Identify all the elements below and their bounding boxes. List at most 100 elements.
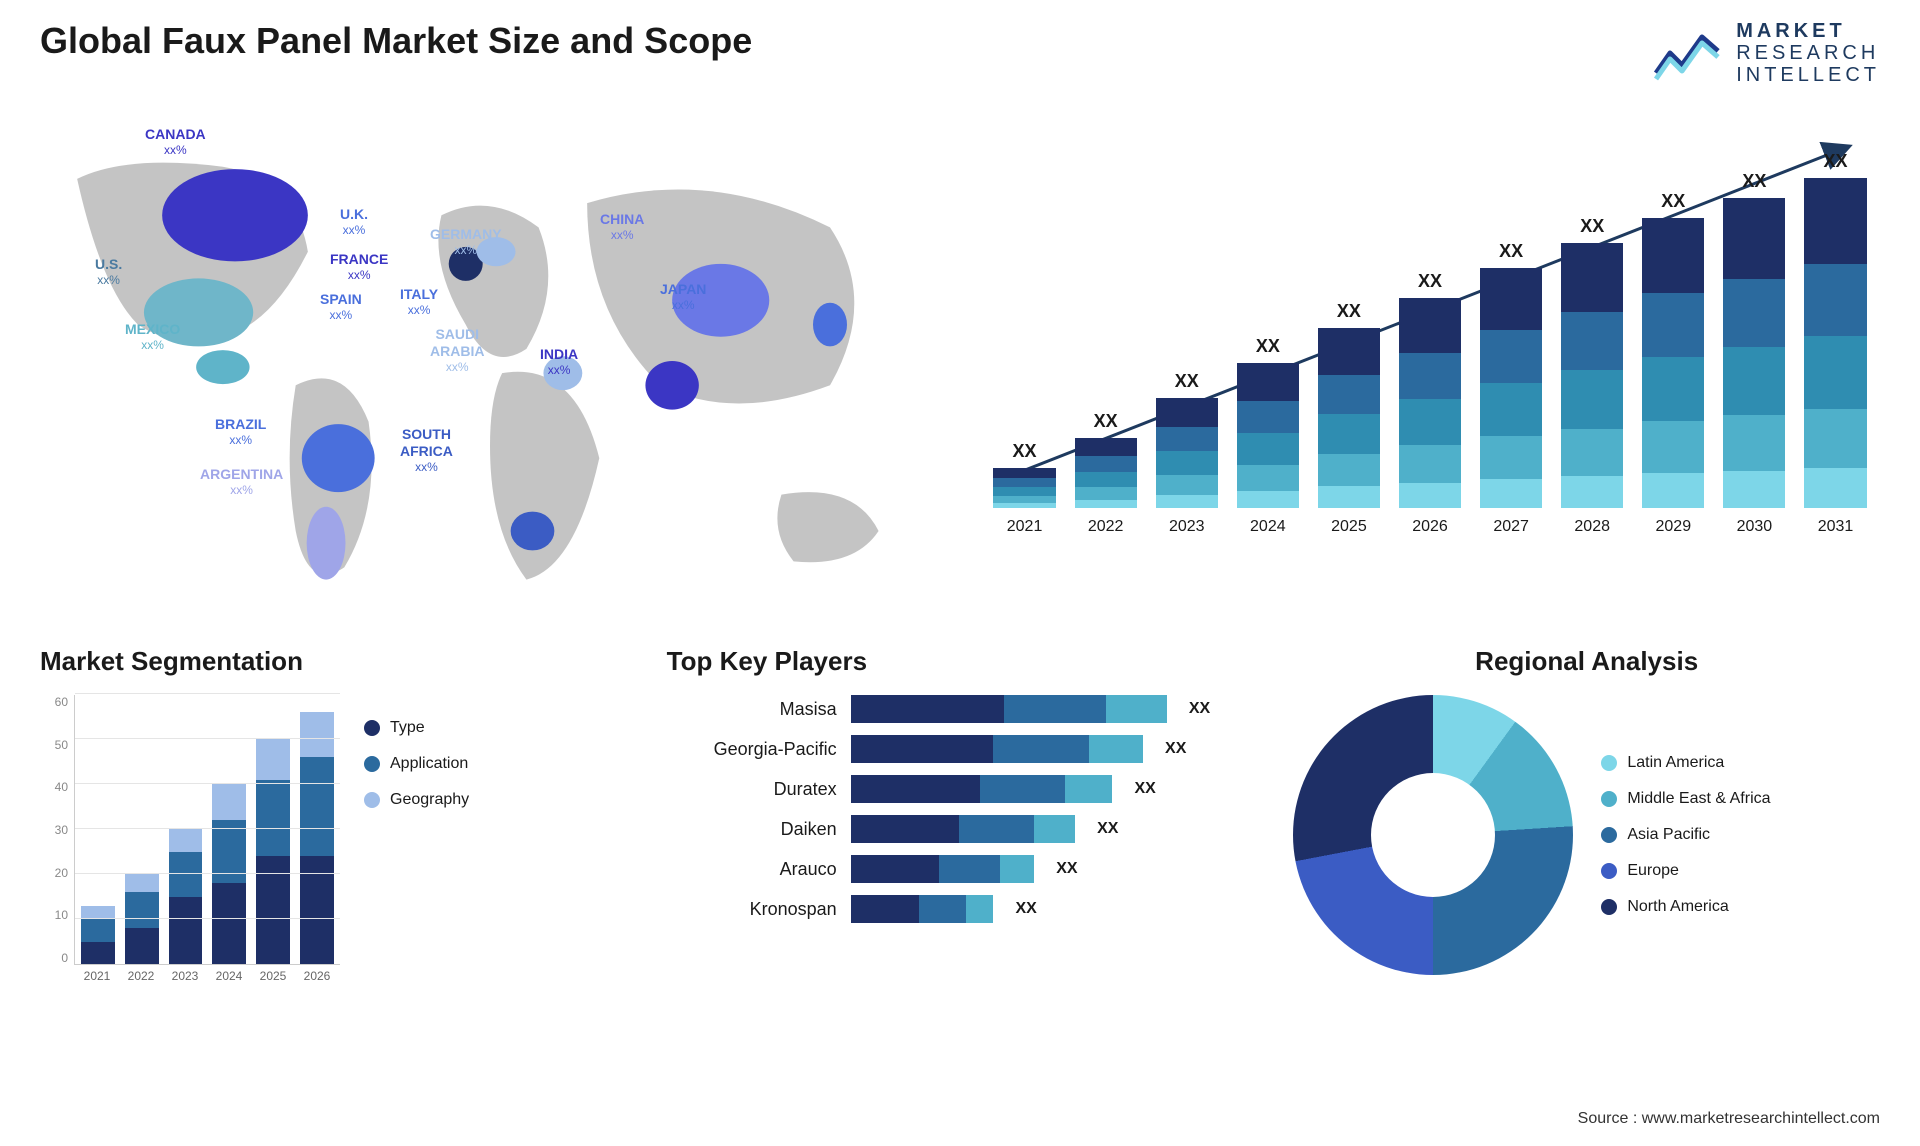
regional-title: Regional Analysis	[1293, 646, 1880, 677]
seg-seg	[81, 919, 115, 942]
header: Global Faux Panel Market Size and Scope …	[40, 20, 1880, 86]
seg-y-tick: 20	[40, 866, 68, 880]
map-label: CANADAxx%	[145, 126, 206, 157]
growth-seg	[993, 478, 1055, 487]
player-bar	[851, 775, 1113, 803]
player-seg	[1106, 695, 1167, 723]
seg-x-label: 2021	[80, 969, 114, 995]
map-label: GERMANYxx%	[430, 226, 502, 257]
growth-year-col: XX2022	[1071, 411, 1140, 536]
growth-seg	[1804, 264, 1866, 337]
player-seg	[919, 895, 967, 923]
player-seg	[851, 855, 939, 883]
growth-seg	[1561, 312, 1623, 370]
growth-chart-panel: XX2021XX2022XX2023XX2024XX2025XX2026XX20…	[980, 106, 1880, 616]
seg-grid-line	[75, 693, 340, 694]
legend-label: Geography	[390, 791, 469, 809]
growth-seg	[1399, 399, 1461, 445]
growth-bar	[1318, 328, 1380, 508]
legend-label: Latin America	[1627, 754, 1724, 772]
growth-seg	[1399, 483, 1461, 508]
seg-seg	[169, 897, 203, 965]
seg-x-label: 2026	[300, 969, 334, 995]
seg-y-tick: 30	[40, 823, 68, 837]
map-label: CHINAxx%	[600, 211, 644, 242]
growth-x-label: 2021	[1007, 518, 1043, 536]
legend-label: North America	[1627, 898, 1728, 916]
player-seg	[1034, 815, 1075, 843]
growth-year-col: XX2023	[1152, 371, 1221, 536]
legend-label: Type	[390, 719, 425, 737]
growth-seg	[1642, 293, 1704, 357]
growth-seg	[1075, 472, 1137, 487]
growth-year-col: XX2027	[1477, 241, 1546, 536]
player-bar	[851, 735, 1143, 763]
growth-x-label: 2030	[1737, 518, 1773, 536]
growth-chart: XX2021XX2022XX2023XX2024XX2025XX2026XX20…	[980, 106, 1880, 536]
growth-value-label: XX	[1337, 301, 1361, 322]
player-seg	[851, 815, 960, 843]
player-seg	[966, 895, 993, 923]
player-seg	[980, 775, 1065, 803]
player-label: Duratex	[667, 779, 837, 800]
seg-seg	[81, 906, 115, 920]
seg-seg	[81, 942, 115, 965]
growth-year-col: XX2029	[1639, 191, 1708, 536]
seg-y-tick: 40	[40, 780, 68, 794]
growth-seg	[1318, 375, 1380, 415]
legend-dot-icon	[364, 720, 380, 736]
growth-year-col: XX 2021	[990, 441, 1059, 536]
segmentation-y-axis: 0102030405060	[40, 695, 68, 965]
bottom-row: Market Segmentation 0102030405060 202120…	[40, 646, 1880, 1066]
player-label: Arauco	[667, 859, 837, 880]
legend-dot-icon	[364, 756, 380, 772]
growth-seg	[1156, 475, 1218, 495]
player-seg	[1000, 855, 1034, 883]
player-seg	[851, 775, 980, 803]
growth-seg	[1237, 363, 1299, 401]
growth-seg	[1075, 487, 1137, 500]
seg-y-tick: 10	[40, 908, 68, 922]
growth-x-label: 2026	[1412, 518, 1448, 536]
growth-seg	[1723, 347, 1785, 415]
growth-value-label: XX	[1418, 271, 1442, 292]
seg-seg	[169, 852, 203, 897]
growth-bar	[1804, 178, 1866, 508]
growth-x-label: 2023	[1169, 518, 1205, 536]
growth-value-label: XX	[1823, 151, 1847, 172]
growth-seg	[1804, 178, 1866, 264]
seg-seg	[125, 892, 159, 928]
seg-col	[81, 906, 115, 965]
player-seg	[851, 695, 1004, 723]
growth-seg	[1156, 398, 1218, 427]
growth-seg	[1561, 476, 1623, 508]
seg-seg	[125, 874, 159, 892]
segmentation-legend: Type Application Geography	[364, 695, 469, 995]
growth-seg	[1480, 479, 1542, 508]
player-seg	[1089, 735, 1143, 763]
player-row: AraucoXX	[667, 855, 1254, 883]
page-title: Global Faux Panel Market Size and Scope	[40, 20, 752, 62]
player-label: Georgia-Pacific	[667, 739, 837, 760]
map-label: SAUDIARABIAxx%	[430, 326, 484, 374]
map-label: FRANCExx%	[330, 251, 388, 282]
world-map-icon	[40, 106, 940, 616]
legend-item: Application	[364, 755, 469, 773]
growth-seg	[993, 503, 1055, 508]
growth-value-label: XX	[1661, 191, 1685, 212]
logo-mark-icon	[1652, 23, 1724, 83]
growth-seg	[1723, 415, 1785, 471]
growth-x-label: 2024	[1250, 518, 1286, 536]
growth-seg	[1480, 268, 1542, 330]
growth-value-label: XX	[1013, 441, 1037, 462]
segmentation-body: 0102030405060 202120222023202420252026 T…	[40, 695, 627, 995]
legend-item: Geography	[364, 791, 469, 809]
segmentation-plot	[74, 695, 340, 965]
growth-seg	[1561, 370, 1623, 428]
player-value: XX	[1015, 900, 1036, 918]
growth-x-label: 2027	[1493, 518, 1529, 536]
map-label: BRAZILxx%	[215, 416, 266, 447]
growth-year-col: XX2024	[1233, 336, 1302, 536]
seg-seg	[256, 739, 290, 780]
growth-seg	[1156, 427, 1218, 451]
